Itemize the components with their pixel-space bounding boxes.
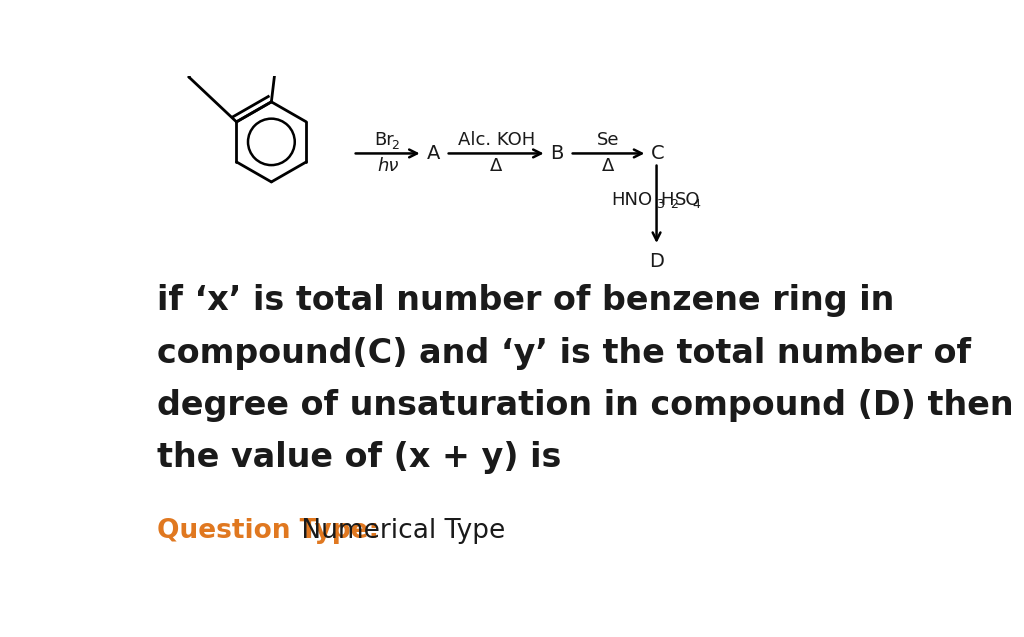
Text: hν: hν [377, 157, 398, 175]
Text: HNO: HNO [611, 191, 652, 210]
Text: Numerical Type: Numerical Type [293, 518, 505, 544]
Text: if ‘x’ is total number of benzene ring in: if ‘x’ is total number of benzene ring i… [158, 284, 895, 317]
Text: 4: 4 [692, 197, 700, 211]
Text: the value of (x + y) is: the value of (x + y) is [158, 441, 562, 475]
Text: Question Type:: Question Type: [158, 518, 380, 544]
Text: 3: 3 [655, 197, 664, 211]
Text: Br: Br [374, 131, 393, 149]
Text: C: C [651, 144, 665, 163]
Text: A: A [426, 144, 439, 163]
Text: Δ: Δ [602, 157, 614, 175]
Text: Δ: Δ [489, 157, 503, 175]
Text: Se: Se [597, 131, 620, 149]
Text: compound(C) and ‘y’ is the total number of: compound(C) and ‘y’ is the total number … [158, 337, 972, 369]
Text: degree of unsaturation in compound (D) then: degree of unsaturation in compound (D) t… [158, 389, 1014, 422]
Text: Alc. KOH: Alc. KOH [458, 131, 535, 149]
Text: 2: 2 [670, 197, 678, 211]
Text: B: B [550, 144, 564, 163]
Text: 2: 2 [391, 139, 399, 152]
Text: H: H [660, 191, 674, 210]
Text: D: D [649, 252, 664, 271]
Text: SO: SO [675, 191, 700, 210]
